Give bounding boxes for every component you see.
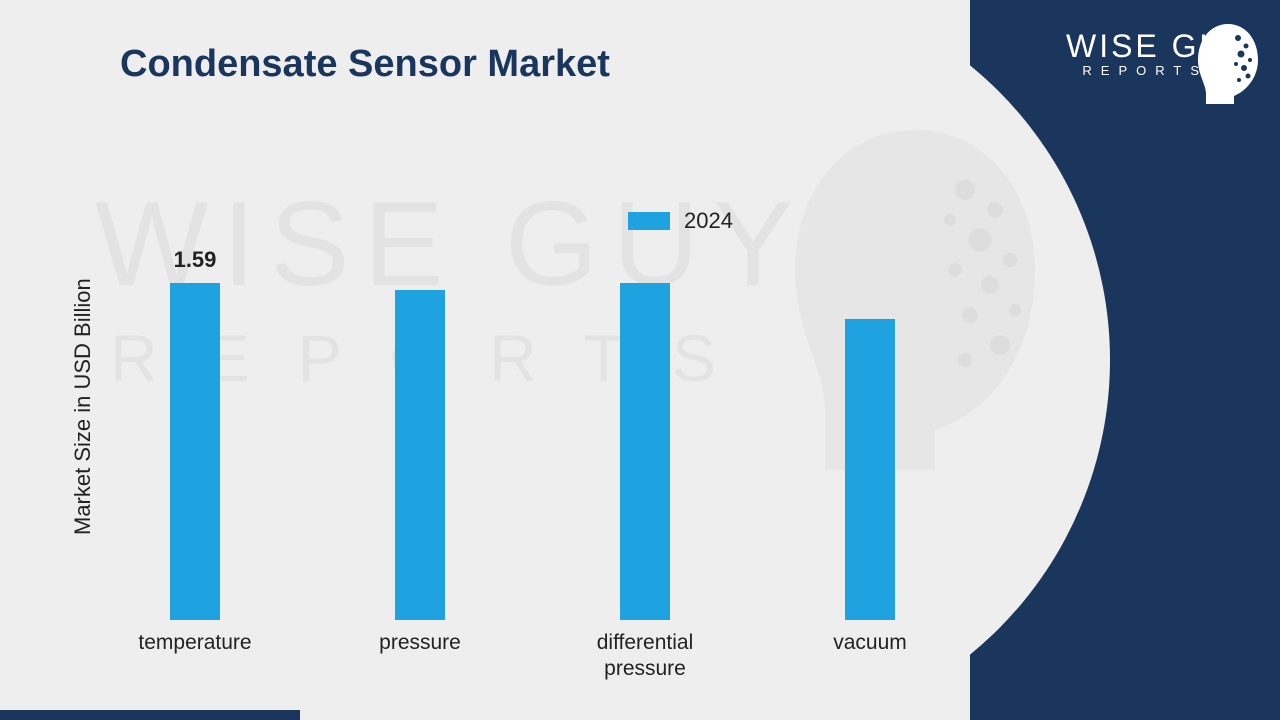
bar-value-label: 1.59	[174, 247, 217, 273]
bottom-strip	[0, 710, 300, 720]
bar-vacuum: vacuum	[845, 319, 895, 620]
legend: 2024	[628, 208, 733, 234]
bar-category-label: differentialpressure	[597, 630, 694, 683]
bar-category-label: vacuum	[833, 630, 907, 656]
y-axis-label: Market Size in USD Billion	[70, 278, 96, 535]
chart-title: Condensate Sensor Market	[120, 43, 610, 86]
bar-temperature: temperature1.59	[170, 283, 220, 620]
bar-pressure: pressure	[395, 290, 445, 621]
bar-category-label: pressure	[379, 630, 461, 656]
brand-head-icon	[1192, 20, 1264, 108]
legend-swatch	[628, 212, 670, 230]
legend-label: 2024	[684, 208, 733, 234]
bar-category-label: temperature	[138, 630, 251, 656]
brand-logo-sub: REPORTS	[1066, 63, 1208, 78]
chart-plot-area: temperature1.59 pressure differentialpress…	[115, 245, 935, 620]
chart-canvas: WISE GUY REPORTS Condensate Sensor Marke…	[0, 0, 1280, 720]
bar-differential-pressure: differentialpressure	[620, 283, 670, 620]
